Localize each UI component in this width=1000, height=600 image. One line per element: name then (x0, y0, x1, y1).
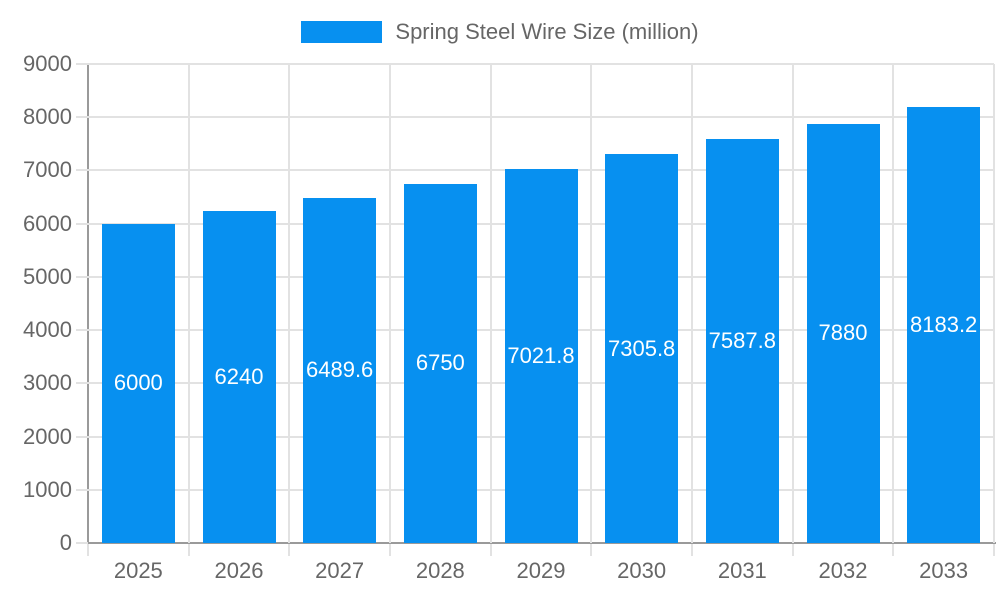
x-axis-line (86, 542, 996, 544)
y-axis-line (87, 64, 89, 543)
bar[interactable]: 6240 (202, 210, 276, 543)
bar-value-label: 7880 (818, 320, 868, 346)
v-gridline (892, 64, 895, 543)
bar[interactable]: 6489.6 (303, 197, 377, 543)
x-axis-tick (590, 544, 593, 556)
x-axis-tick (389, 544, 391, 556)
x-axis-tick (288, 544, 291, 556)
y-axis-tick (76, 116, 88, 119)
bar[interactable]: 8183.2 (907, 107, 981, 543)
bar-value-label: 7587.8 (708, 328, 776, 354)
x-tick-label: 2025 (113, 558, 163, 583)
y-tick-label: 5000 (23, 263, 72, 289)
x-tick-label: 2028 (415, 558, 465, 583)
v-gridline (489, 64, 492, 543)
y-axis-tick (76, 275, 88, 278)
y-axis-tick (76, 488, 88, 491)
x-tick-label: 2031 (717, 558, 767, 583)
bar-value-label: 7305.8 (608, 335, 676, 361)
y-tick-label: 6000 (23, 210, 72, 236)
bar-value-label: 8183.2 (910, 312, 978, 338)
plot-area: 6000 6240 6489.6 6750 7021.8 7305.8 7587.8 7880… (88, 63, 995, 543)
y-axis-tick (76, 435, 88, 438)
y-axis-tick (76, 222, 88, 225)
h-gridline (88, 63, 994, 65)
y-tick-label: 3000 (23, 370, 72, 396)
x-axis-tick (87, 544, 89, 556)
bar-value-label: 6240 (214, 363, 264, 389)
y-tick-label: 1000 (23, 476, 72, 502)
legend-label: Spring Steel Wire Size (million) (395, 19, 699, 44)
x-axis-tick (791, 544, 794, 556)
bar[interactable]: 6000 (101, 223, 175, 543)
y-tick-label: 8000 (23, 104, 72, 130)
y-axis-tick (76, 329, 88, 332)
y-tick-label: 0 (59, 530, 72, 555)
bar[interactable]: 7587.8 (705, 139, 779, 543)
v-gridline (993, 64, 995, 543)
y-tick-label: 9000 (23, 51, 72, 76)
y-tick-label: 2000 (23, 423, 72, 449)
y-tick-label: 4000 (23, 317, 72, 343)
x-axis-tick (187, 544, 190, 556)
bar[interactable]: 7880 (806, 123, 880, 543)
legend-item[interactable]: Spring Steel Wire Size (million) (301, 19, 699, 45)
x-tick-label: 2030 (617, 558, 667, 583)
legend: Spring Steel Wire Size (million) (0, 18, 1000, 46)
bar-value-label: 7021.8 (507, 343, 575, 369)
x-tick-label: 2026 (214, 558, 264, 583)
bar-value-label: 6489.6 (306, 357, 374, 383)
bar[interactable]: 7305.8 (605, 154, 679, 543)
v-gridline (691, 64, 693, 543)
x-tick-label: 2033 (919, 558, 969, 583)
bar[interactable]: 6750 (403, 183, 477, 543)
y-tick-label: 7000 (23, 157, 72, 183)
legend-swatch-icon (301, 21, 383, 43)
bar-value-label: 6750 (415, 350, 465, 376)
y-axis-tick (76, 63, 88, 65)
x-tick-label: 2032 (818, 558, 868, 583)
h-gridline (88, 116, 994, 119)
y-axis-tick (76, 542, 88, 544)
bar-value-label: 6000 (113, 370, 163, 396)
y-axis-tick (76, 382, 88, 385)
x-axis-tick (892, 544, 895, 556)
x-axis-tick (691, 544, 693, 556)
x-tick-label: 2027 (315, 558, 365, 583)
v-gridline (389, 64, 391, 543)
y-axis-tick (76, 169, 88, 172)
x-tick-label: 2029 (516, 558, 566, 583)
v-gridline (288, 64, 291, 543)
x-axis-tick (993, 544, 995, 556)
v-gridline (187, 64, 190, 543)
x-axis-tick (489, 544, 492, 556)
bar[interactable]: 7021.8 (504, 169, 578, 543)
v-gridline (791, 64, 794, 543)
v-gridline (590, 64, 593, 543)
